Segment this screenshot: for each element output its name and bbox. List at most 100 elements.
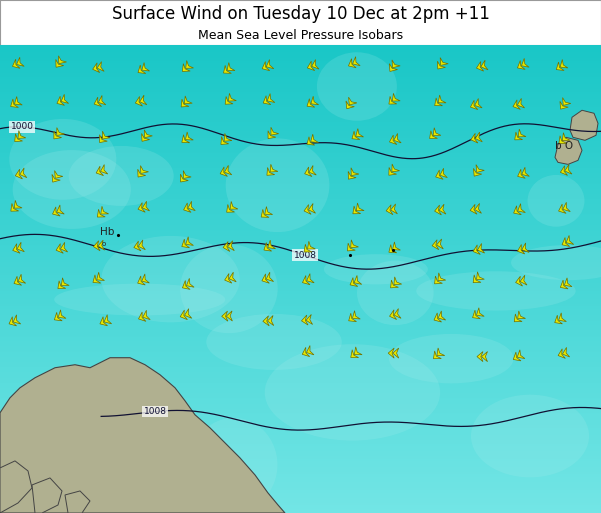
Polygon shape — [13, 244, 20, 253]
Ellipse shape — [389, 334, 513, 383]
Polygon shape — [56, 244, 63, 253]
Polygon shape — [304, 205, 311, 214]
Polygon shape — [138, 312, 146, 321]
Polygon shape — [227, 205, 234, 212]
Polygon shape — [142, 63, 150, 71]
Polygon shape — [312, 60, 319, 69]
Polygon shape — [305, 167, 312, 176]
Polygon shape — [438, 95, 446, 103]
Polygon shape — [311, 134, 319, 143]
Polygon shape — [311, 96, 319, 105]
Polygon shape — [438, 311, 446, 320]
Polygon shape — [517, 169, 525, 179]
Polygon shape — [17, 57, 24, 66]
Ellipse shape — [511, 245, 601, 280]
Polygon shape — [558, 349, 566, 359]
Polygon shape — [392, 60, 400, 68]
Polygon shape — [0, 358, 285, 513]
Polygon shape — [394, 309, 401, 319]
Polygon shape — [185, 309, 192, 318]
Ellipse shape — [69, 146, 174, 206]
Polygon shape — [471, 133, 478, 143]
Polygon shape — [351, 168, 359, 175]
Polygon shape — [517, 311, 525, 319]
Polygon shape — [472, 310, 480, 319]
Polygon shape — [225, 273, 232, 283]
Polygon shape — [471, 100, 478, 110]
Polygon shape — [522, 167, 529, 176]
Polygon shape — [0, 461, 32, 513]
Polygon shape — [182, 135, 190, 143]
Polygon shape — [302, 275, 310, 285]
Polygon shape — [352, 131, 360, 140]
Polygon shape — [265, 207, 273, 214]
Polygon shape — [230, 202, 238, 209]
Polygon shape — [17, 242, 24, 252]
Ellipse shape — [357, 261, 434, 325]
Polygon shape — [100, 165, 108, 174]
Polygon shape — [262, 62, 270, 71]
Polygon shape — [563, 202, 570, 211]
Polygon shape — [352, 311, 360, 319]
Polygon shape — [559, 136, 567, 144]
Text: 1000: 1000 — [10, 122, 34, 131]
Polygon shape — [350, 240, 358, 248]
Polygon shape — [266, 272, 273, 282]
Polygon shape — [353, 56, 360, 66]
Polygon shape — [307, 98, 315, 107]
Polygon shape — [228, 93, 236, 101]
Ellipse shape — [471, 394, 589, 477]
Polygon shape — [138, 240, 145, 250]
Polygon shape — [186, 237, 194, 245]
Polygon shape — [560, 280, 568, 289]
Polygon shape — [434, 313, 442, 322]
Polygon shape — [14, 134, 22, 142]
Polygon shape — [522, 243, 529, 252]
Polygon shape — [57, 128, 64, 135]
Polygon shape — [348, 171, 356, 179]
Polygon shape — [227, 63, 235, 71]
Polygon shape — [437, 348, 445, 356]
Polygon shape — [570, 110, 598, 141]
Polygon shape — [514, 132, 523, 140]
Polygon shape — [14, 277, 22, 285]
Polygon shape — [263, 316, 269, 326]
Polygon shape — [350, 278, 358, 286]
Polygon shape — [522, 58, 529, 67]
Polygon shape — [430, 131, 438, 139]
Polygon shape — [267, 93, 275, 103]
Polygon shape — [103, 131, 110, 139]
Polygon shape — [225, 96, 233, 104]
Polygon shape — [180, 310, 188, 320]
Polygon shape — [304, 244, 312, 252]
Polygon shape — [391, 204, 397, 214]
Polygon shape — [517, 350, 525, 359]
Polygon shape — [518, 129, 526, 137]
Text: Surface Wind on Tuesday 10 Dec at 2pm +11: Surface Wind on Tuesday 10 Dec at 2pm +1… — [112, 6, 489, 24]
Polygon shape — [563, 347, 570, 357]
Text: 1008: 1008 — [293, 251, 317, 260]
Polygon shape — [477, 244, 484, 253]
Polygon shape — [20, 168, 27, 177]
Polygon shape — [54, 312, 62, 321]
Ellipse shape — [416, 271, 576, 310]
Polygon shape — [563, 133, 570, 141]
Polygon shape — [438, 61, 445, 69]
Polygon shape — [15, 169, 22, 179]
Polygon shape — [473, 245, 480, 254]
Ellipse shape — [9, 119, 117, 200]
Polygon shape — [99, 95, 106, 105]
Polygon shape — [222, 311, 228, 321]
Polygon shape — [223, 242, 230, 251]
Polygon shape — [388, 348, 394, 358]
Polygon shape — [138, 169, 145, 177]
Polygon shape — [563, 97, 571, 105]
Polygon shape — [513, 352, 521, 361]
Polygon shape — [183, 281, 190, 289]
Polygon shape — [144, 130, 153, 137]
Polygon shape — [439, 204, 446, 214]
Polygon shape — [559, 313, 566, 322]
Polygon shape — [93, 241, 100, 251]
Polygon shape — [97, 272, 105, 281]
Ellipse shape — [54, 284, 225, 315]
